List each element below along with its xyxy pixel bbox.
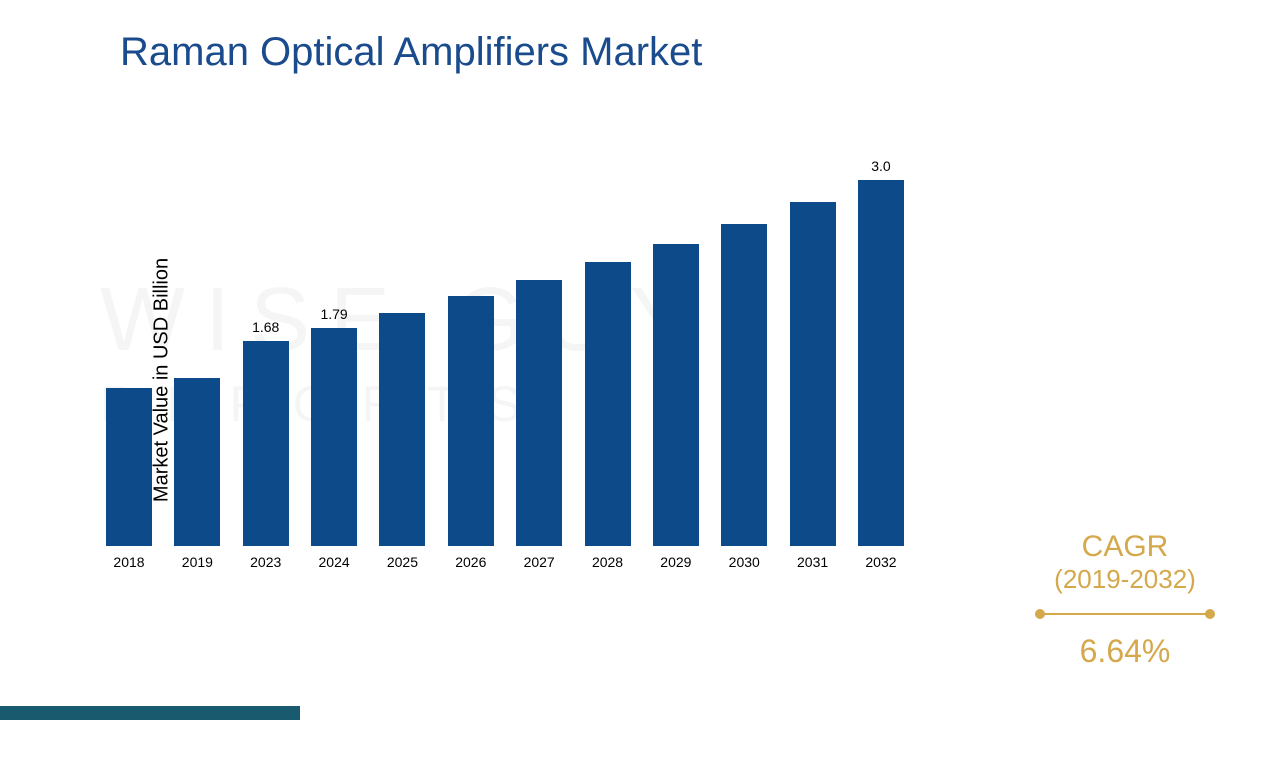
bar-value-label: 1.79 [320,306,347,322]
bar [721,224,767,546]
main-container: WISE GUY REPORTS WISE GUY R E P O R T S … [0,0,1280,720]
bar [106,388,152,546]
bar [790,202,836,546]
bar [516,280,562,546]
cagr-divider [1040,613,1210,615]
bar-group: 2026 [442,296,500,570]
x-tick-label: 2026 [455,554,486,570]
x-tick-label: 2019 [182,554,213,570]
logo-main-text: WISE GUY [1000,20,1186,95]
bar [311,328,357,546]
x-tick-label: 2027 [524,554,555,570]
bar-group: 2019 [168,378,226,570]
bar-group: 2027 [510,280,568,570]
bar-value-label: 1.68 [252,319,279,335]
bars-container: 201820191.6820231.7920242025202620272028… [100,170,910,570]
bar-group: 2029 [647,244,705,570]
chart-area: Market Value in USD Billion 201820191.68… [60,160,910,600]
chart-title: Raman Optical Amplifiers Market [120,30,702,75]
x-tick-label: 2018 [113,554,144,570]
logo: WISE GUY R E P O R T S [1000,20,1250,130]
bar [858,180,904,546]
bar-group: 2028 [579,262,637,570]
bar-value-label: 3.0 [871,158,890,174]
bar-group: 3.02032 [852,180,910,570]
x-tick-label: 2028 [592,554,623,570]
cagr-value: 6.64% [1010,633,1240,670]
x-tick-label: 2023 [250,554,281,570]
bar-group: 1.682023 [237,341,295,570]
bar [379,313,425,546]
bar-group: 2025 [373,313,431,570]
bar-group: 2031 [784,202,842,570]
x-tick-label: 2031 [797,554,828,570]
bar-group: 2030 [715,224,773,570]
bottom-accent-bar [0,706,300,720]
bar [243,341,289,546]
brain-head-icon [1194,30,1250,120]
x-tick-label: 2025 [387,554,418,570]
bar-group: 1.792024 [305,328,363,570]
cagr-block: CAGR (2019-2032) 6.64% [1010,530,1240,670]
bar [448,296,494,546]
bar [585,262,631,546]
cagr-title: CAGR [1010,530,1240,564]
bar [653,244,699,546]
bar [174,378,220,546]
cagr-period: (2019-2032) [1010,564,1240,595]
x-tick-label: 2024 [319,554,350,570]
x-tick-label: 2032 [865,554,896,570]
bar-group: 2018 [100,388,158,570]
x-tick-label: 2030 [729,554,760,570]
logo-sub-text: R E P O R T S [1000,95,1186,130]
x-tick-label: 2029 [660,554,691,570]
